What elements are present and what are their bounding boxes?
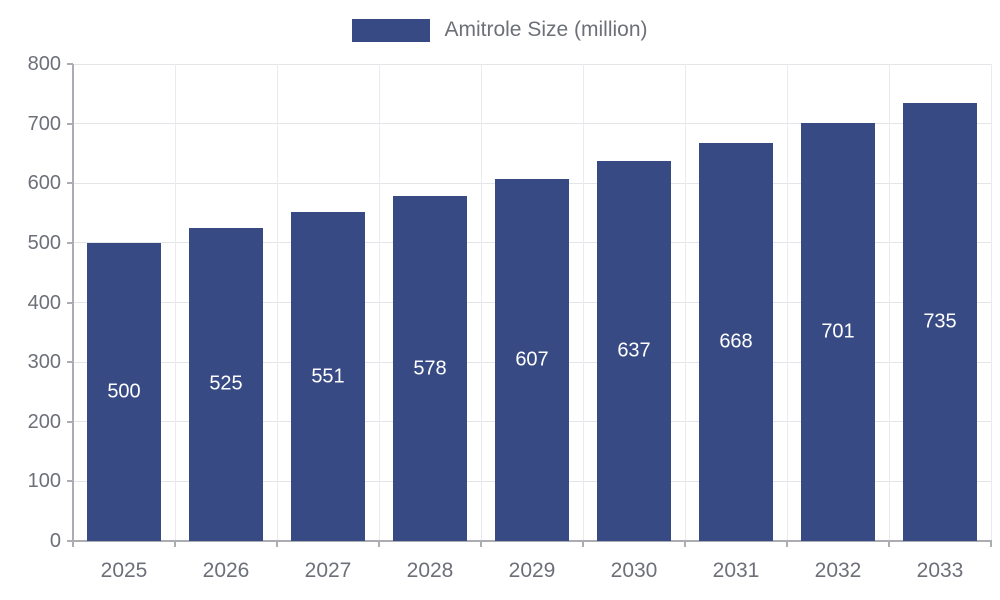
- y-axis-label: 800: [27, 53, 61, 75]
- y-axis-tick: [67, 301, 73, 304]
- y-axis-tick: [67, 122, 73, 125]
- y-axis-label: 200: [27, 410, 61, 433]
- y-axis-label: 400: [27, 291, 61, 314]
- x-gridline: [276, 64, 278, 541]
- x-axis-tick: [174, 541, 176, 547]
- y-axis-tick: [67, 63, 73, 65]
- bar-value-label: 551: [311, 365, 345, 388]
- y-gridline: [73, 63, 991, 65]
- x-axis-category-label: 2033: [916, 559, 964, 582]
- x-axis-line: [72, 540, 992, 542]
- bar-value-label: 637: [617, 339, 651, 362]
- x-axis-tick: [276, 541, 278, 547]
- x-axis-category-label: 2025: [100, 559, 148, 582]
- x-axis-tick: [786, 541, 788, 547]
- bar: [189, 227, 263, 541]
- x-gridline: [684, 64, 686, 541]
- x-axis-category-label: 2026: [202, 559, 250, 582]
- x-axis-tick: [684, 541, 686, 547]
- bar: [393, 196, 467, 541]
- x-axis-category-label: 2032: [814, 559, 862, 582]
- x-gridline: [786, 64, 788, 541]
- y-axis-label: 500: [27, 231, 61, 254]
- bar-value-label: 735: [923, 310, 957, 333]
- bar: [801, 123, 875, 541]
- x-axis-category-label: 2030: [610, 559, 658, 582]
- y-axis-line: [72, 64, 74, 542]
- y-axis-label: 300: [27, 351, 61, 374]
- y-axis-label: 100: [27, 470, 61, 493]
- x-axis-tick: [72, 541, 74, 547]
- bar-value-label: 668: [719, 330, 753, 353]
- x-gridline: [480, 64, 482, 541]
- x-axis-category-label: 2028: [406, 559, 454, 582]
- y-gridline: [73, 123, 991, 125]
- bar: [903, 102, 977, 541]
- bar-value-label: 525: [209, 372, 243, 395]
- x-gridline: [990, 64, 992, 541]
- bar: [291, 212, 365, 541]
- y-axis-tick: [67, 241, 73, 244]
- x-axis-category-label: 2027: [304, 559, 352, 582]
- x-axis-tick: [378, 541, 380, 547]
- legend-item[interactable]: Amitrole Size (million): [0, 16, 1000, 44]
- x-axis-tick: [990, 541, 992, 547]
- y-axis-tick: [67, 361, 73, 364]
- y-axis-tick: [67, 540, 73, 542]
- x-axis-tick: [480, 541, 482, 547]
- bar: [597, 161, 671, 541]
- legend-label: Amitrole Size (million): [444, 18, 648, 41]
- bar-value-label: 578: [413, 357, 447, 380]
- x-gridline: [174, 64, 176, 541]
- bar-value-label: 607: [515, 348, 549, 371]
- x-gridline: [582, 64, 584, 541]
- y-axis-tick: [67, 420, 73, 423]
- x-axis-tick: [582, 541, 584, 547]
- x-axis-category-label: 2029: [508, 559, 556, 582]
- y-axis-tick: [67, 480, 73, 483]
- legend-swatch: [352, 18, 431, 42]
- x-axis-category-label: 2031: [712, 559, 760, 582]
- x-gridline: [888, 64, 890, 541]
- x-axis-tick: [888, 541, 890, 547]
- bar: [699, 142, 773, 541]
- bar-value-label: 701: [821, 320, 855, 343]
- y-axis-label: 600: [27, 172, 61, 195]
- y-axis-label: 700: [27, 112, 61, 135]
- bar: [495, 179, 569, 541]
- bar-value-label: 500: [107, 380, 141, 403]
- bar: [87, 242, 161, 541]
- y-axis-tick: [67, 182, 73, 185]
- x-gridline: [378, 64, 380, 541]
- y-axis-label: 0: [49, 530, 61, 552]
